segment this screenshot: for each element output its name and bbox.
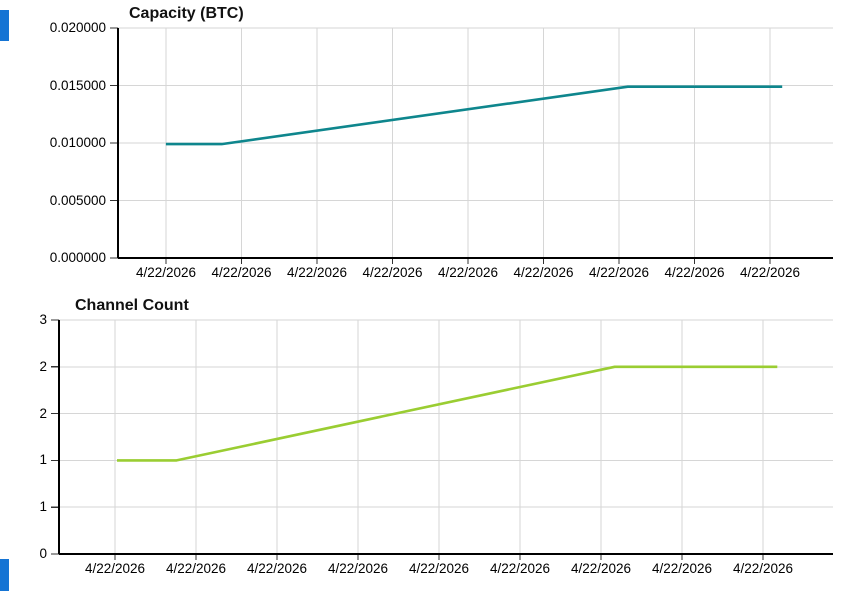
x-tick-label: 4/22/2026: [327, 561, 389, 576]
scroll-indicator-top: [0, 10, 9, 41]
y-tick-label: 1: [39, 499, 47, 515]
x-tick-label: 4/22/2026: [732, 561, 794, 576]
x-tick-label: 4/22/2026: [489, 561, 551, 576]
y-tick-label: 0.000000: [49, 250, 106, 265]
y-tick-label: 0: [39, 546, 47, 561]
x-tick-label: 4/22/2026: [437, 265, 499, 280]
x-tick-label: 4/22/2026: [135, 265, 196, 280]
y-tick-label: 1: [39, 452, 47, 468]
x-tick-label: 4/22/2026: [409, 561, 470, 576]
y-tick-label: 0.020000: [49, 20, 106, 35]
x-tick-label: 4/22/2026: [165, 561, 227, 576]
x-tick-label: 4/22/2026: [286, 265, 348, 280]
y-tick-label: 2: [39, 405, 47, 421]
x-tick-label: 4/22/2026: [588, 265, 650, 280]
x-tick-label: 4/22/2026: [571, 561, 632, 576]
x-tick-label: 4/22/2026: [739, 265, 801, 280]
x-tick-label: 4/22/2026: [247, 561, 308, 576]
channel-count-series-line: [117, 365, 778, 462]
x-tick-label: 4/22/2026: [651, 561, 713, 576]
chart-title-capacity-btc: Capacity (BTC): [129, 5, 244, 22]
x-tick-label: 4/22/2026: [664, 265, 725, 280]
x-tick-label: 4/22/2026: [211, 265, 272, 280]
y-tick-label: 2: [39, 358, 47, 374]
chart-title-channel-count: Channel Count: [75, 297, 189, 314]
y-tick-label: 3: [39, 312, 47, 327]
y-tick-label: 0.015000: [49, 77, 106, 93]
capacity-btc-series-line: [165, 85, 783, 146]
y-tick-label: 0.005000: [49, 192, 106, 208]
x-tick-label: 4/22/2026: [362, 265, 423, 280]
x-tick-label: 4/22/2026: [513, 265, 574, 280]
x-tick-label: 4/22/2026: [85, 561, 146, 576]
y-tick-label: 0.010000: [49, 135, 106, 150]
scroll-indicator-bottom: [0, 559, 9, 591]
